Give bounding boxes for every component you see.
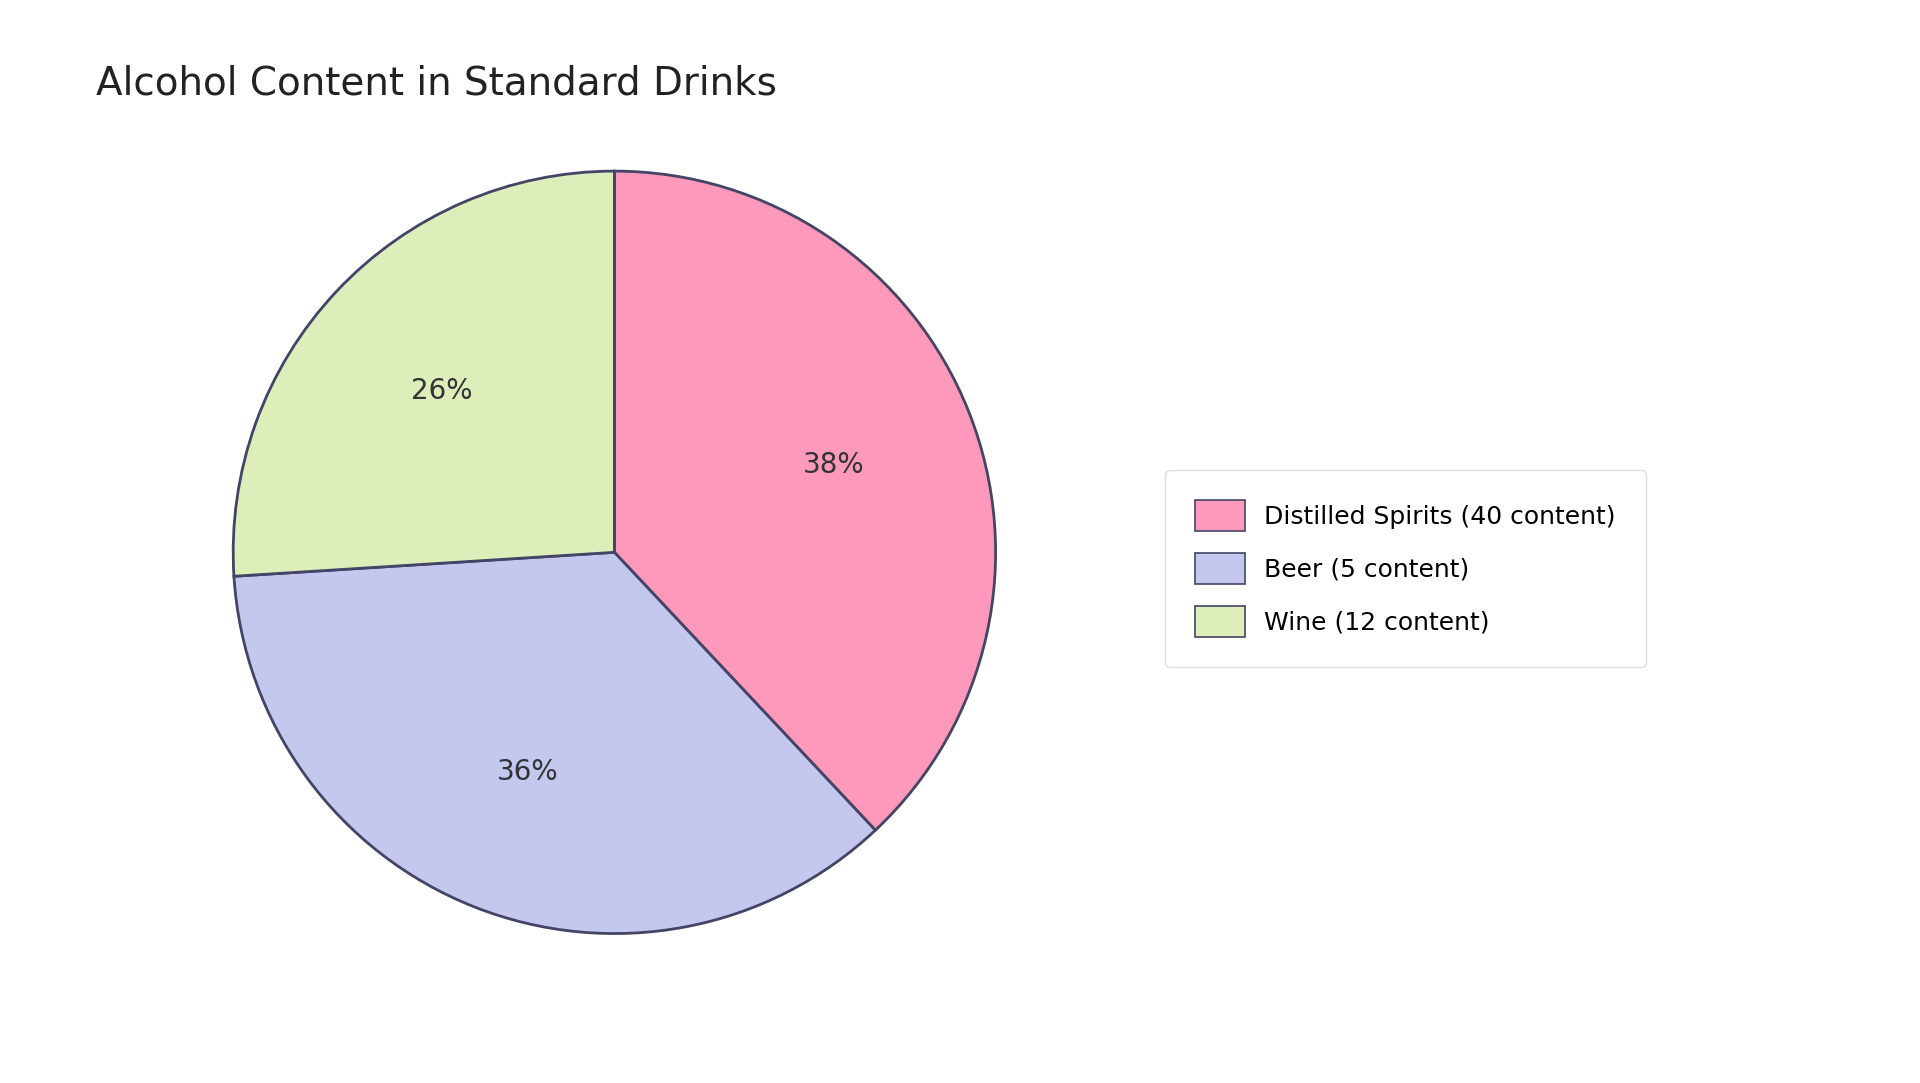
Wedge shape (232, 171, 614, 576)
Text: 38%: 38% (803, 452, 866, 480)
Legend: Distilled Spirits (40 content), Beer (5 content), Wine (12 content): Distilled Spirits (40 content), Beer (5 … (1165, 470, 1645, 667)
Wedge shape (234, 552, 876, 934)
Text: 26%: 26% (411, 377, 472, 405)
Text: 36%: 36% (497, 758, 559, 786)
Wedge shape (614, 171, 996, 831)
Text: Alcohol Content in Standard Drinks: Alcohol Content in Standard Drinks (96, 65, 778, 103)
